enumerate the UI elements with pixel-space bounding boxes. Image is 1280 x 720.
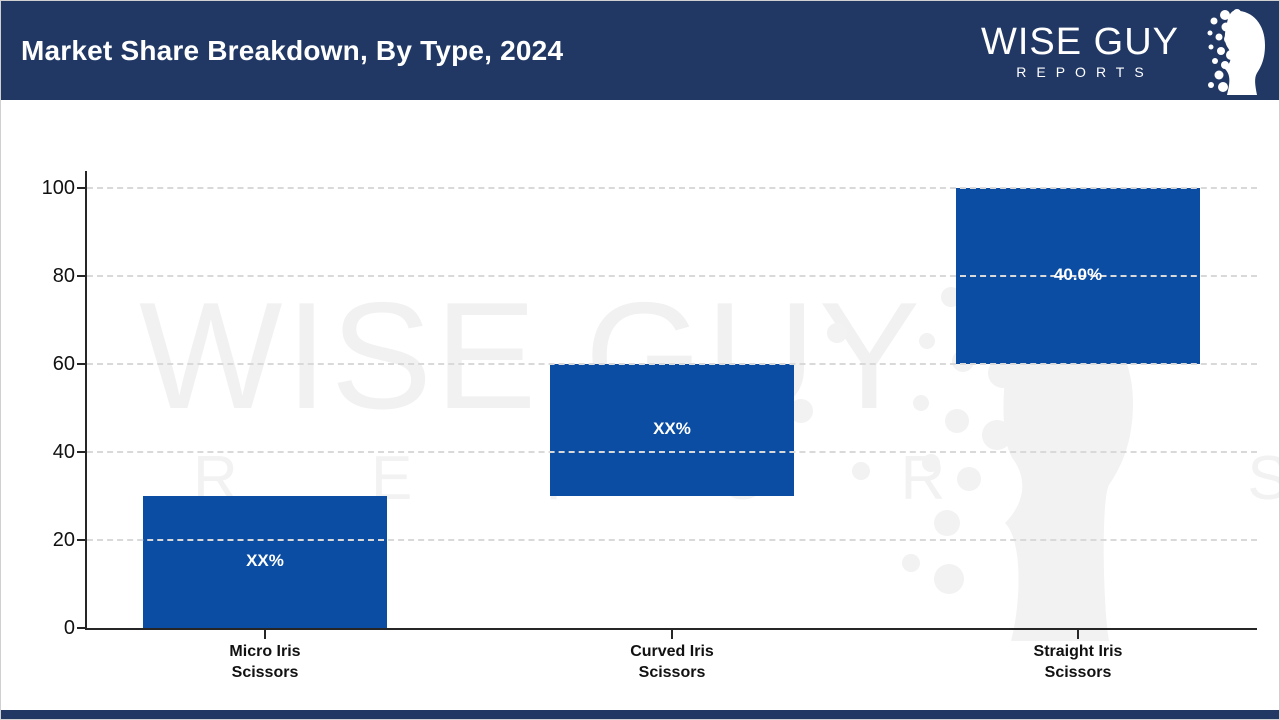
y-tick-mark-100 — [77, 187, 85, 189]
y-tick-label-20: 20 — [52, 529, 75, 551]
header-bar: Market Share Breakdown, By Type, 2024 WI… — [1, 1, 1279, 100]
x-category-line: Micro Iris — [229, 643, 301, 660]
bar-2 — [550, 364, 794, 496]
y-axis-line — [85, 171, 87, 630]
x-axis-line — [85, 628, 1257, 630]
bar-1 — [143, 496, 387, 628]
y-tick-label-100: 100 — [41, 177, 75, 199]
x-tick-mark-3 — [1077, 630, 1079, 639]
x-category-line: Scissors — [231, 664, 299, 681]
x-category-line: Scissors — [638, 664, 706, 681]
y-tick-mark-80 — [77, 275, 85, 277]
footer-bar — [1, 710, 1279, 719]
x-category-label-1: Micro Iris Scissors — [135, 641, 395, 683]
y-tick-mark-0 — [77, 627, 85, 629]
y-tick-label-40: 40 — [52, 441, 75, 463]
y-tick-label-0: 0 — [63, 617, 75, 639]
gridline-40 — [87, 451, 1257, 453]
waterfall-chart: 0 20 40 60 80 100 XX% XX% 40.0% Micro Iris Scissor… — [1, 100, 1279, 712]
bar-value-label-1: XX% — [246, 551, 284, 570]
gridline-80 — [87, 275, 1257, 277]
x-tick-mark-1 — [264, 630, 266, 639]
x-category-label-3: Straight Iris Scissors — [948, 641, 1208, 683]
y-tick-mark-60 — [77, 363, 85, 365]
y-tick-label-60: 60 — [52, 353, 75, 375]
gridline-60 — [87, 363, 1257, 365]
page-title: Market Share Breakdown, By Type, 2024 — [21, 34, 564, 66]
x-category-line: Straight Iris — [1033, 643, 1123, 660]
gridline-20 — [87, 539, 1257, 541]
brand-name: WISE GUY — [980, 20, 1179, 63]
bar-value-label-2: XX% — [653, 419, 691, 438]
y-tick-label-80: 80 — [52, 265, 75, 287]
x-tick-mark-2 — [671, 630, 673, 639]
x-category-label-2: Curved Iris Scissors — [542, 641, 802, 683]
brand-logo: WISE GUY REPORTS — [981, 7, 1267, 95]
y-tick-mark-20 — [77, 539, 85, 541]
bar-value-label-3: 40.0% — [1053, 265, 1103, 284]
x-category-line: Curved Iris — [630, 643, 714, 660]
y-tick-mark-40 — [77, 451, 85, 453]
brand-subtitle: REPORTS — [1016, 64, 1154, 81]
gridline-100 — [87, 187, 1257, 189]
dotted-head-icon — [1207, 9, 1265, 95]
brand-logo-text: WISE GUY REPORTS — [980, 20, 1179, 81]
x-category-line: Scissors — [1044, 664, 1112, 681]
